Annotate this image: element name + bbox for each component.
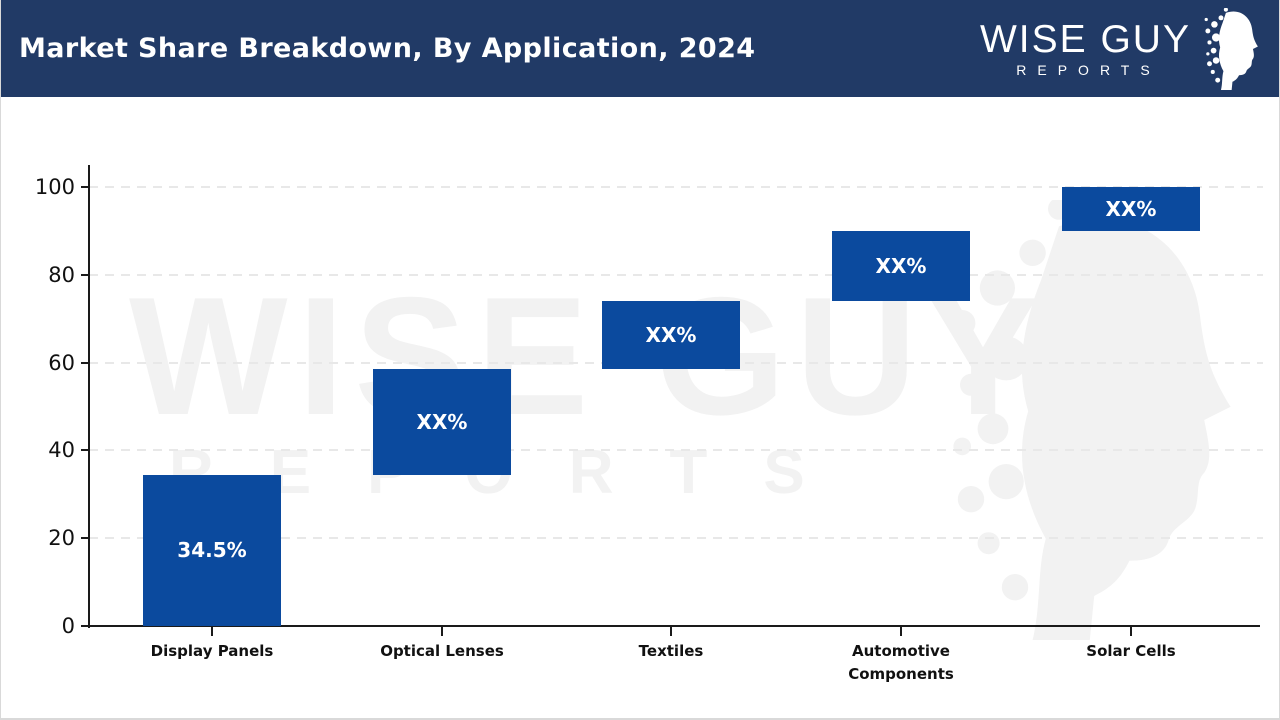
x-tick-textiles	[670, 627, 672, 636]
y-tick-20	[81, 537, 88, 540]
y-tick-40	[81, 449, 88, 452]
y-tick-label-80: 80	[48, 262, 75, 287]
y-tick-label-0: 0	[61, 614, 75, 638]
x-axis	[88, 625, 1260, 627]
bar-value-label-display-panels: 34.5%	[177, 538, 247, 563]
bar-value-label-automotive-components: XX%	[875, 254, 927, 278]
x-tick-display-panels	[211, 627, 213, 636]
gridline-100	[89, 186, 1263, 188]
y-axis	[88, 165, 90, 628]
x-tick-optical-lenses	[441, 627, 443, 636]
brand-subname: REPORTS	[1016, 62, 1161, 78]
gridline-80	[89, 273, 1263, 276]
category-label-display-panels: Display Panels	[150, 642, 274, 660]
category-label-optical-lenses: Optical Lenses	[380, 642, 504, 660]
gridline-40	[89, 449, 1263, 452]
brand-logo-text: WISE GUY REPORTS	[980, 20, 1191, 77]
y-tick-label-60: 60	[48, 350, 75, 375]
x-tick-solar-cells	[1130, 627, 1132, 636]
y-tick-60	[81, 361, 88, 364]
bar-optical-lenses: XX%	[373, 369, 511, 475]
bar-solar-cells: XX%	[1062, 187, 1200, 231]
category-label-solar-cells: Solar Cells	[1086, 642, 1176, 660]
bar-value-label-solar-cells: XX%	[1105, 196, 1157, 221]
bar-textiles: XX%	[602, 301, 740, 370]
brand-logo: WISE GUY REPORTS	[980, 7, 1263, 90]
y-tick-0	[81, 625, 88, 627]
y-tick-label-100: 100	[34, 175, 75, 199]
gridline-20	[89, 537, 1263, 540]
brand-name: WISE GUY	[979, 18, 1191, 61]
bar-display-panels: 34.5%	[143, 474, 281, 626]
y-tick-label-20: 20	[48, 526, 75, 551]
y-tick-80	[81, 273, 88, 276]
header-bar: Market Share Breakdown, By Application, …	[1, 0, 1279, 97]
bar-value-label-optical-lenses: XX%	[416, 409, 468, 434]
x-tick-automotive-components	[900, 627, 902, 636]
y-tick-100	[81, 186, 88, 188]
y-tick-label-40: 40	[48, 438, 75, 463]
page-title: Market Share Breakdown, By Application, …	[19, 33, 756, 64]
category-label-textiles: Textiles	[638, 642, 704, 660]
bar-automotive-components: XX%	[832, 230, 970, 302]
category-label-automotive-components: Automotive Components	[848, 642, 954, 683]
bar-value-label-textiles: XX%	[645, 323, 697, 348]
